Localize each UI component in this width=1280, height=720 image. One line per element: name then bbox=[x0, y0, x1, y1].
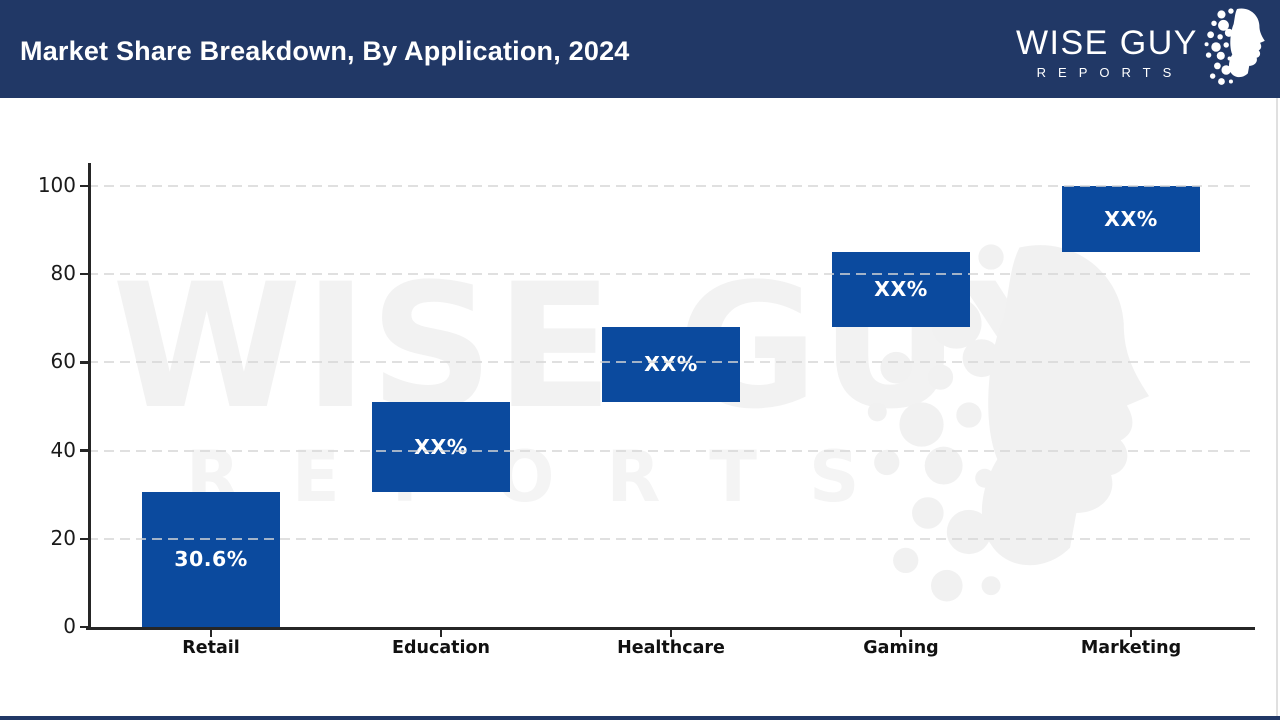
chart-region: WISE GUY REPORTS bbox=[0, 98, 1280, 716]
gridline bbox=[88, 537, 1254, 540]
bar-value-label: 30.6% bbox=[174, 547, 248, 572]
x-category-label: Healthcare bbox=[617, 638, 725, 658]
x-tick-mark bbox=[209, 630, 213, 637]
gridline bbox=[88, 449, 1254, 452]
y-tick-label: 80 bbox=[50, 261, 76, 286]
watermark: WISE GUY REPORTS bbox=[0, 98, 1280, 716]
bar-retail: 30.6% bbox=[142, 491, 280, 627]
x-tick-mark bbox=[899, 630, 903, 637]
y-tick-label: 40 bbox=[50, 437, 76, 462]
bar-value-label: XX% bbox=[874, 277, 928, 302]
y-tick-label: 0 bbox=[63, 614, 76, 638]
y-tick-mark bbox=[80, 449, 89, 452]
bar-education: XX% bbox=[372, 401, 510, 492]
y-tick-label: 100 bbox=[37, 172, 76, 197]
footer-bar bbox=[0, 716, 1280, 720]
logo-text: WISE GUY REPORTS bbox=[1016, 24, 1198, 80]
y-tick-mark bbox=[80, 361, 89, 364]
brand-logo: WISE GUY REPORTS bbox=[1016, 4, 1270, 94]
x-category-label: Marketing bbox=[1080, 638, 1182, 658]
x-category-label: Retail bbox=[182, 638, 240, 658]
bar-gaming: XX% bbox=[832, 251, 970, 327]
bar-marketing: XX% bbox=[1062, 185, 1200, 252]
y-tick-mark bbox=[80, 184, 89, 188]
plot: 0 20 40 60 80 100 30.6% Retail XX% Education XX% He… bbox=[0, 98, 1280, 716]
right-edge-line bbox=[1276, 98, 1278, 716]
x-axis-line bbox=[86, 627, 1255, 630]
bar-value-label: XX% bbox=[1104, 206, 1158, 231]
x-tick-mark bbox=[669, 630, 673, 637]
x-category-label: Education bbox=[392, 638, 490, 658]
y-tick-mark bbox=[80, 537, 89, 540]
y-tick-label: 20 bbox=[50, 525, 76, 550]
gridline bbox=[88, 184, 1254, 187]
watermark-head-icon bbox=[867, 244, 1150, 602]
y-tick-mark bbox=[80, 272, 89, 276]
bar-value-label: XX% bbox=[414, 434, 468, 459]
gridline bbox=[88, 361, 1254, 364]
bar-healthcare: XX% bbox=[602, 326, 740, 402]
y-axis-line bbox=[88, 163, 91, 627]
y-tick-mark bbox=[80, 625, 89, 629]
gridline bbox=[88, 273, 1254, 276]
logo-wordmark: WISE GUY bbox=[1015, 24, 1198, 62]
logo-subtitle: REPORTS bbox=[1036, 65, 1184, 80]
header: Market Share Breakdown, By Application, … bbox=[0, 0, 1280, 98]
x-tick-mark bbox=[1129, 630, 1133, 637]
x-category-label: Gaming bbox=[863, 638, 939, 658]
x-tick-mark bbox=[439, 630, 443, 637]
page-title: Market Share Breakdown, By Application, … bbox=[20, 36, 630, 66]
bar-value-label: XX% bbox=[644, 352, 698, 377]
y-tick-label: 60 bbox=[50, 349, 76, 374]
logo-head-icon bbox=[1204, 8, 1265, 85]
